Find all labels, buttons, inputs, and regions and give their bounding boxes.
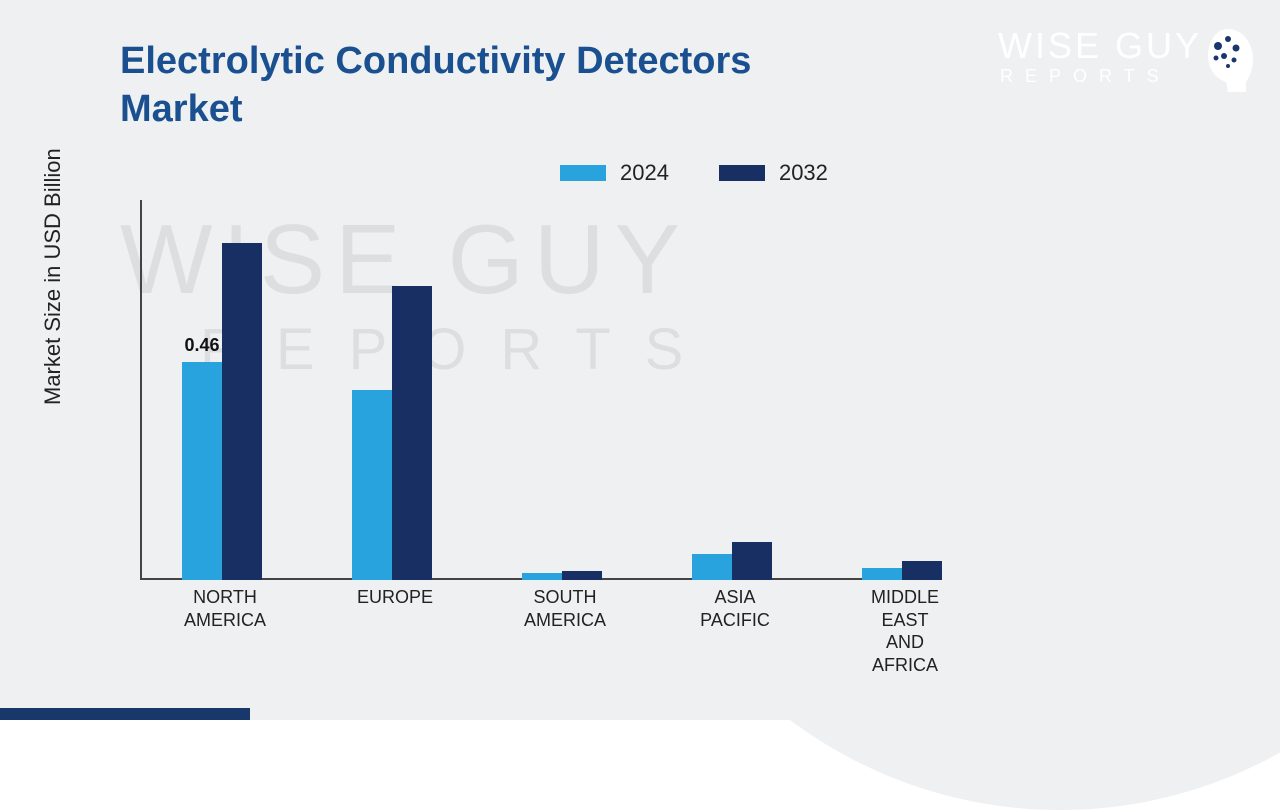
legend-item-2032: 2032 xyxy=(719,160,828,186)
bar xyxy=(222,243,262,580)
legend-swatch-2024 xyxy=(560,165,606,181)
legend: 2024 2032 xyxy=(560,160,828,186)
bar xyxy=(562,571,602,581)
bar xyxy=(182,362,222,581)
legend-label-2024: 2024 xyxy=(620,160,669,186)
bar xyxy=(732,542,772,580)
bar xyxy=(352,390,392,580)
category-label: EUROPE xyxy=(320,586,470,609)
chart-canvas: WISE GUY REPORTS Electrolytic Conductivi… xyxy=(0,0,1280,720)
bar xyxy=(522,573,562,580)
chart-title: Electrolytic Conductivity Detectors Mark… xyxy=(120,38,780,133)
y-axis-line xyxy=(140,200,142,580)
legend-label-2032: 2032 xyxy=(779,160,828,186)
legend-swatch-2032 xyxy=(719,165,765,181)
bar xyxy=(862,568,902,580)
brand-logo: WISE GUY REPORTS xyxy=(998,28,1258,87)
plot-region: 0.46 xyxy=(150,200,980,580)
y-axis-label: Market Size in USD Billion xyxy=(40,148,66,405)
category-label: NORTH AMERICA xyxy=(150,586,300,631)
chart-area: Market Size in USD Billion 2024 2032 0.4… xyxy=(60,160,980,680)
category-label: SOUTH AMERICA xyxy=(490,586,640,631)
legend-item-2024: 2024 xyxy=(560,160,669,186)
category-label: ASIA PACIFIC xyxy=(660,586,810,631)
bar xyxy=(692,554,732,580)
bar xyxy=(392,286,432,581)
head-dots-icon xyxy=(1198,24,1258,94)
bottom-accent-bar xyxy=(0,708,250,720)
category-label: MIDDLE EAST AND AFRICA xyxy=(830,586,980,676)
right-brand-panel xyxy=(970,0,1280,720)
bar-value-label: 0.46 xyxy=(172,335,232,356)
bar xyxy=(902,561,942,580)
